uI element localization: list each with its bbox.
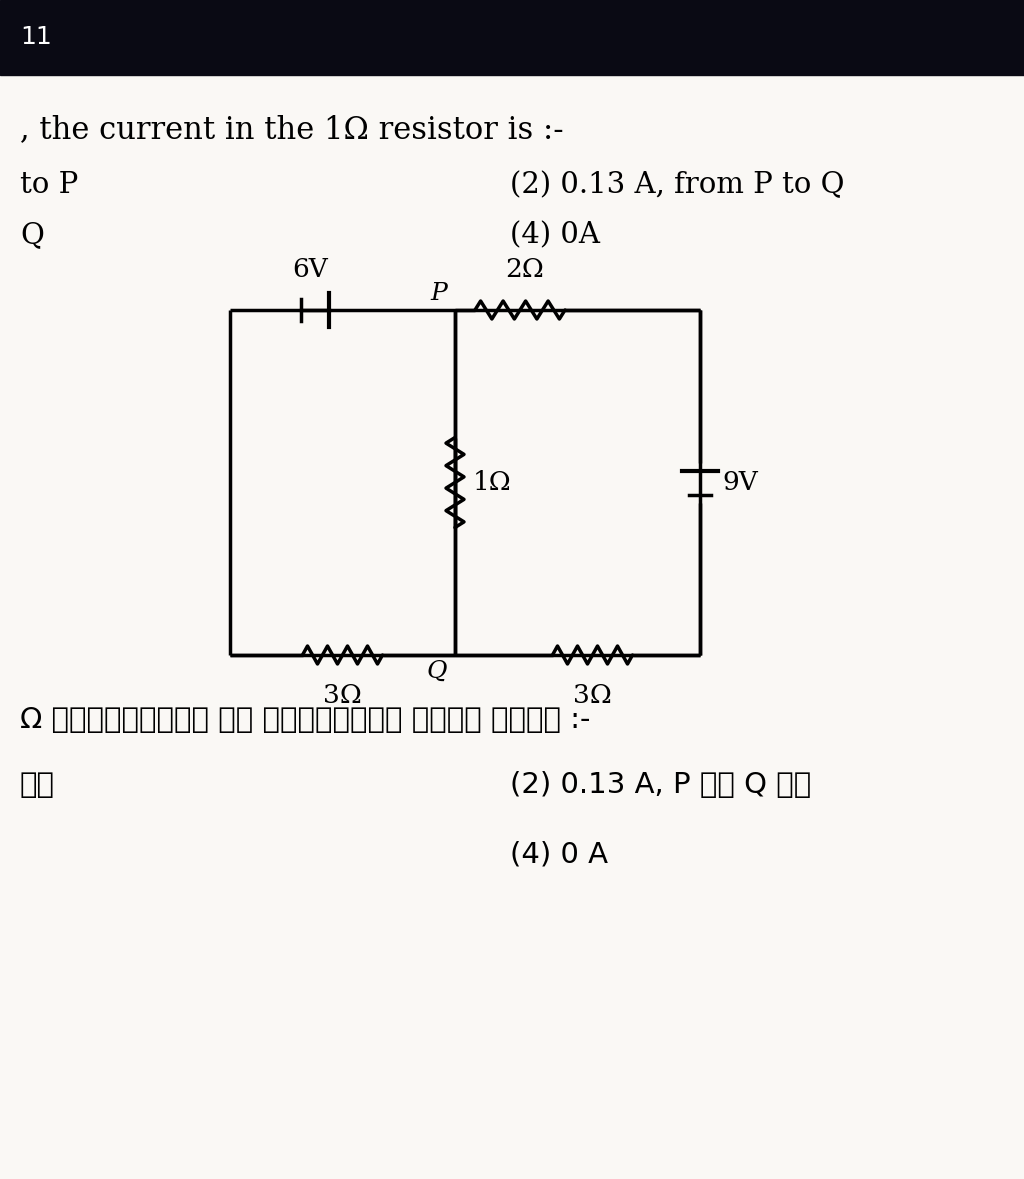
Text: P: P [430, 282, 447, 305]
Text: to P: to P [20, 171, 78, 199]
Text: 2Ω: 2Ω [506, 257, 545, 282]
Text: 3Ω: 3Ω [323, 683, 361, 709]
Text: 11: 11 [20, 26, 52, 50]
Text: (2) 0.13 A, P से Q को: (2) 0.13 A, P से Q को [510, 771, 811, 799]
Text: (4) 0 A: (4) 0 A [510, 841, 608, 869]
Text: को: को [20, 771, 55, 799]
Text: (4) 0A: (4) 0A [510, 220, 600, 249]
Text: Q: Q [427, 660, 447, 683]
Text: 9V: 9V [722, 470, 758, 495]
Text: , the current in the 1Ω resistor is :-: , the current in the 1Ω resistor is :- [20, 114, 563, 145]
Text: 6V: 6V [292, 257, 328, 282]
Text: Ω प्रतिरोधक से प्रवाहित धारा होगी :-: Ω प्रतिरोधक से प्रवाहित धारा होगी :- [20, 706, 591, 735]
Bar [0, 0, 1024, 75]
Text: Q: Q [20, 220, 44, 249]
Text: 1Ω: 1Ω [473, 470, 512, 495]
Text: (2) 0.13 A, from P to Q: (2) 0.13 A, from P to Q [510, 171, 845, 199]
Text: 3Ω: 3Ω [573, 683, 612, 709]
